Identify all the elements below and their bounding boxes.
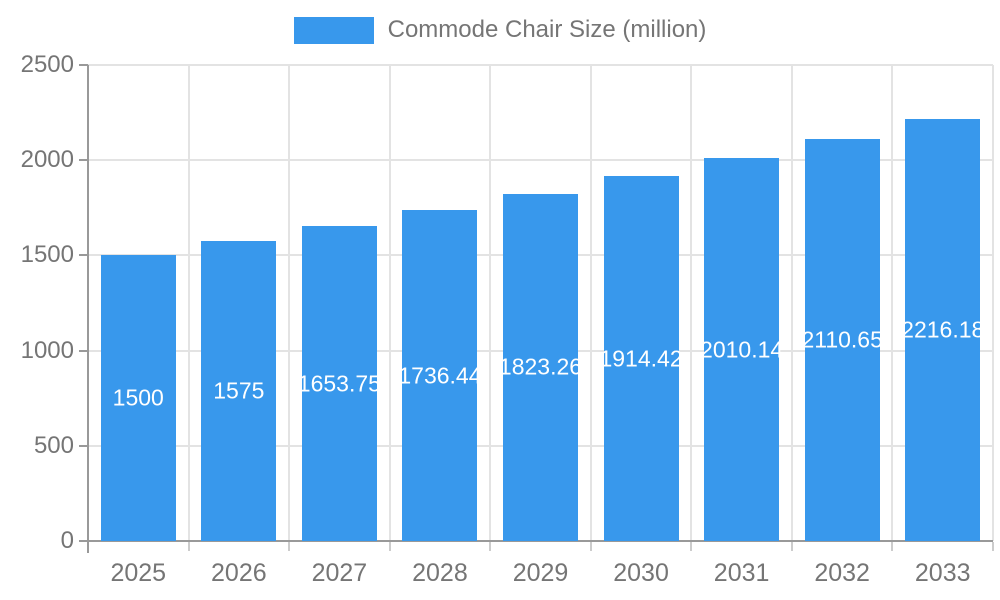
x-axis-label: 2032 bbox=[814, 559, 870, 587]
bar-2030[interactable] bbox=[603, 176, 679, 541]
x-axis-label: 2027 bbox=[311, 559, 368, 587]
y-axis-label: 2000 bbox=[20, 146, 74, 174]
gridline-vertical bbox=[891, 65, 894, 541]
y-axis-tick bbox=[79, 540, 88, 542]
x-axis-tick bbox=[790, 542, 793, 551]
x-axis-tick bbox=[992, 542, 994, 551]
x-axis-tick bbox=[288, 542, 291, 551]
gridline-vertical bbox=[992, 65, 994, 541]
y-axis-tick bbox=[79, 444, 88, 447]
x-axis-tick bbox=[187, 542, 190, 551]
legend-label: Commode Chair Size (million) bbox=[387, 16, 707, 43]
gridline-vertical bbox=[790, 65, 793, 541]
y-axis-tick bbox=[79, 254, 88, 257]
gridline-vertical bbox=[288, 65, 291, 541]
y-axis-label: 1500 bbox=[20, 241, 74, 269]
x-axis-label: 2025 bbox=[110, 559, 167, 587]
y-axis-label: 0 bbox=[60, 527, 74, 554]
x-axis-tick bbox=[589, 542, 592, 551]
bar-2027[interactable] bbox=[301, 226, 377, 541]
x-axis-label: 2031 bbox=[713, 559, 770, 587]
x-axis-label: 2029 bbox=[512, 559, 569, 587]
bar-2032[interactable] bbox=[804, 139, 880, 541]
gridline-vertical bbox=[187, 65, 190, 541]
gridline-horizontal bbox=[88, 159, 993, 162]
y-axis-label: 500 bbox=[33, 431, 74, 459]
bar-2026[interactable] bbox=[201, 241, 277, 541]
y-axis-label: 2500 bbox=[20, 51, 74, 78]
y-axis-tick bbox=[79, 64, 88, 66]
x-axis-label: 2028 bbox=[412, 559, 468, 587]
bar-2028[interactable] bbox=[402, 210, 478, 541]
gridline-vertical bbox=[589, 65, 592, 541]
gridline-horizontal bbox=[88, 64, 993, 66]
y-axis-tick bbox=[79, 349, 88, 352]
x-axis-label: 2033 bbox=[914, 559, 971, 587]
bar-2025[interactable] bbox=[100, 255, 176, 541]
gridline-vertical bbox=[489, 65, 492, 541]
x-axis-label: 2030 bbox=[613, 559, 669, 587]
bar-2033[interactable] bbox=[905, 119, 981, 541]
y-axis-line bbox=[87, 65, 89, 553]
y-axis-tick bbox=[79, 159, 88, 162]
x-axis-label: 2026 bbox=[211, 559, 267, 587]
y-axis-label: 1000 bbox=[20, 336, 74, 364]
x-axis-tick bbox=[891, 542, 894, 551]
legend[interactable]: Commode Chair Size (million) bbox=[0, 15, 1000, 45]
x-axis-line bbox=[88, 540, 993, 542]
x-axis-tick bbox=[388, 542, 391, 551]
gridline-vertical bbox=[388, 65, 391, 541]
legend-swatch-icon bbox=[293, 16, 374, 44]
gridline-vertical bbox=[690, 65, 693, 541]
bar-2031[interactable] bbox=[704, 158, 780, 541]
x-axis-tick bbox=[489, 542, 492, 551]
bar-2029[interactable] bbox=[503, 193, 578, 541]
x-axis-tick bbox=[690, 542, 693, 551]
